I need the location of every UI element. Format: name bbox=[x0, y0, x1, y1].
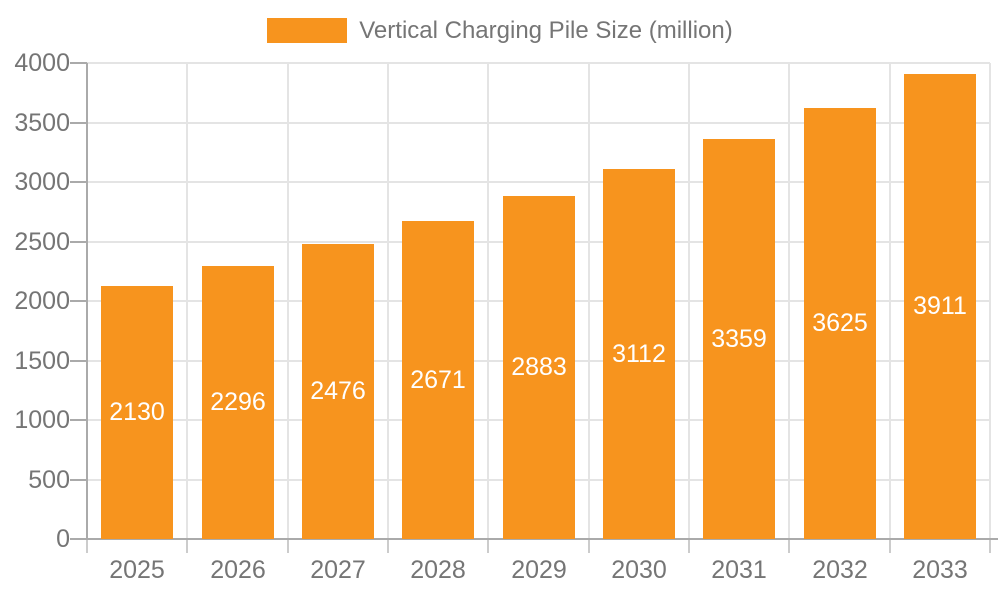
x-axis-tick bbox=[588, 540, 590, 553]
y-axis-line bbox=[86, 63, 88, 540]
x-axis-tick bbox=[287, 540, 289, 553]
x-axis-tick bbox=[86, 540, 88, 553]
y-axis-tick bbox=[70, 241, 87, 243]
x-tick-label: 2025 bbox=[109, 556, 165, 584]
bar-value-label: 3625 bbox=[812, 309, 868, 337]
y-tick-label: 3500 bbox=[14, 109, 70, 137]
y-tick-label: 500 bbox=[28, 466, 70, 494]
bar-value-label: 2476 bbox=[310, 377, 366, 405]
gridline-vertical bbox=[889, 63, 891, 539]
gridline-vertical bbox=[989, 63, 991, 539]
gridline-horizontal bbox=[87, 181, 990, 183]
bar[interactable]: 3359 bbox=[703, 139, 775, 539]
y-tick-label: 2000 bbox=[14, 287, 70, 315]
x-axis-tick bbox=[889, 540, 891, 553]
bar-value-label: 3359 bbox=[711, 324, 767, 353]
bar-value-label: 3112 bbox=[612, 339, 666, 368]
bar[interactable]: 2296 bbox=[202, 266, 274, 539]
legend-swatch[interactable] bbox=[267, 18, 348, 43]
x-axis-tick bbox=[788, 540, 790, 553]
y-tick-label: 4000 bbox=[14, 49, 70, 77]
y-axis-tick bbox=[70, 181, 87, 183]
bar-value-label: 2296 bbox=[210, 388, 266, 416]
x-tick-label: 2030 bbox=[611, 556, 667, 584]
bar[interactable]: 2671 bbox=[402, 221, 474, 539]
y-tick-label: 2500 bbox=[14, 228, 70, 256]
y-axis-tick bbox=[70, 360, 87, 362]
y-axis-tick bbox=[70, 479, 87, 481]
y-axis-tick bbox=[70, 62, 87, 64]
gridline-vertical bbox=[788, 63, 790, 539]
bar[interactable]: 2130 bbox=[101, 286, 173, 539]
x-axis-tick bbox=[487, 540, 489, 553]
bar-value-label: 2671 bbox=[410, 365, 466, 394]
x-axis-tick bbox=[186, 540, 188, 553]
gridline-vertical bbox=[186, 63, 188, 539]
x-tick-label: 2033 bbox=[912, 556, 968, 584]
x-axis-tick bbox=[989, 540, 991, 553]
gridline-vertical bbox=[287, 63, 289, 539]
bar[interactable]: 3911 bbox=[904, 74, 976, 539]
x-tick-label: 2031 bbox=[711, 556, 767, 584]
y-tick-label: 3000 bbox=[14, 168, 70, 196]
gridline-vertical bbox=[688, 63, 690, 539]
y-axis-tick bbox=[70, 419, 87, 421]
bar-value-label: 2130 bbox=[109, 398, 165, 426]
x-axis-tick bbox=[387, 540, 389, 553]
bar[interactable]: 2883 bbox=[503, 196, 575, 539]
y-tick-label: 1500 bbox=[14, 347, 70, 375]
bar[interactable]: 3112 bbox=[603, 169, 675, 539]
legend-label: Vertical Charging Pile Size (million) bbox=[359, 17, 733, 44]
y-axis-tick bbox=[70, 300, 87, 302]
gridline-vertical bbox=[387, 63, 389, 539]
gridline-vertical bbox=[588, 63, 590, 539]
bar-value-label: 2883 bbox=[511, 353, 567, 381]
y-axis-tick bbox=[70, 122, 87, 124]
x-tick-label: 2026 bbox=[210, 556, 266, 584]
legend[interactable]: Vertical Charging Pile Size (million) bbox=[0, 18, 1000, 43]
x-tick-label: 2029 bbox=[511, 556, 567, 584]
gridline-vertical bbox=[487, 63, 489, 539]
bar[interactable]: 3625 bbox=[804, 108, 876, 539]
y-tick-label: 0 bbox=[56, 525, 70, 553]
bar-value-label: 3911 bbox=[913, 292, 967, 320]
y-tick-label: 1000 bbox=[14, 406, 70, 434]
x-tick-label: 2027 bbox=[310, 556, 366, 584]
gridline-horizontal bbox=[87, 62, 990, 64]
x-axis-tick bbox=[688, 540, 690, 553]
bar[interactable]: 2476 bbox=[302, 244, 374, 539]
x-tick-label: 2032 bbox=[812, 556, 868, 584]
x-axis-line bbox=[70, 538, 998, 540]
x-tick-label: 2028 bbox=[410, 556, 466, 584]
gridline-horizontal bbox=[87, 122, 990, 124]
